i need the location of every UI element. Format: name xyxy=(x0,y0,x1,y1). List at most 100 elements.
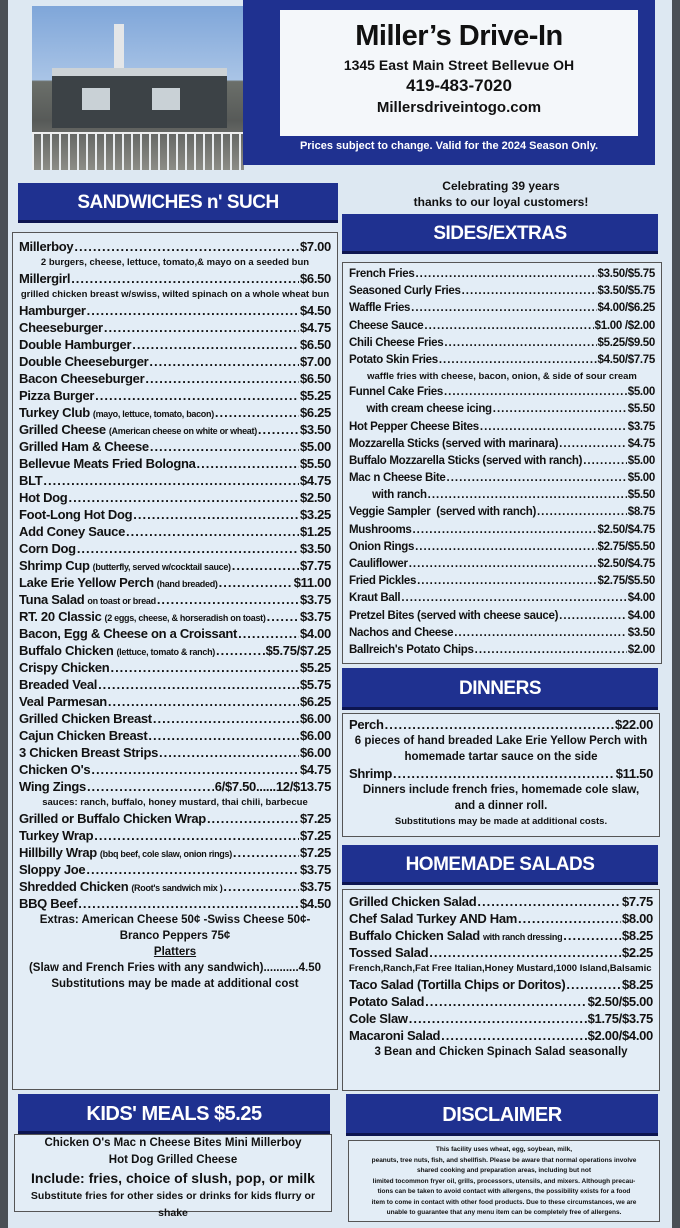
item-name: Shredded Chicken xyxy=(19,879,129,894)
dot-leader xyxy=(477,893,621,910)
dot-leader xyxy=(104,319,299,336)
dot-leader xyxy=(429,944,621,961)
menu-item: Bellevue Meats Fried Bologna $5.50 xyxy=(19,455,331,472)
item-price: $4.00 xyxy=(627,592,656,605)
item-note: (American cheese on white or wheat) xyxy=(108,426,257,436)
dot-leader xyxy=(232,557,299,574)
item-description: sauces: ranch, buffalo, honey mustard, t… xyxy=(42,797,308,808)
dot-leader xyxy=(197,455,299,472)
item-name: Veal Parmesan xyxy=(19,694,107,709)
item-price: $11.50 xyxy=(615,766,654,781)
menu-item: Bacon, Egg & Cheese on a Croissant $4.00 xyxy=(19,625,331,642)
dot-leader xyxy=(71,270,299,287)
menu-item: Grilled Ham & Cheese $5.00 xyxy=(19,438,331,455)
dot-leader xyxy=(424,318,593,335)
item-price: $7.25 xyxy=(299,828,331,843)
dot-leader xyxy=(559,608,627,625)
dot-leader xyxy=(68,489,299,506)
item-price: $3.25 xyxy=(299,507,331,522)
menu-item: Potato Salad $2.50/$5.00 xyxy=(349,993,653,1010)
item-price: $6.50 xyxy=(299,371,331,386)
menu-item: Crispy Chicken $5.25 xyxy=(19,659,331,676)
dot-leader xyxy=(454,625,627,642)
item-price: $5.25/$9.50 xyxy=(597,336,656,349)
item-price: $1.25 xyxy=(299,524,331,539)
item-name: Shrimp Cup xyxy=(19,558,90,573)
item-price: $4.00 xyxy=(299,626,331,641)
item-name: BBQ Beef xyxy=(19,896,78,911)
item-price: $2.75/$5.50 xyxy=(597,540,656,553)
menu-item: Cheese Sauce $1.00 /$2.00 xyxy=(349,318,655,335)
menu-note: (Slaw and French Fries with any sandwich… xyxy=(28,962,322,974)
item-name: Buffalo Chicken Salad xyxy=(349,928,480,943)
item-name: Buffalo Chicken xyxy=(19,643,114,658)
item-name: Ballreich's Potato Chips xyxy=(349,643,474,656)
menu-item: Wing Zings 6/$7.50......12/$13.75 xyxy=(19,778,331,795)
menu-item: Buffalo Chicken Salad with ranch dressing… xyxy=(349,927,653,944)
item-price: $4.50/$7.75 xyxy=(597,353,656,366)
menu-item: Cheeseburger $4.75 xyxy=(19,319,331,336)
item-price: $5.00 xyxy=(627,454,656,467)
item-price: $3.50 xyxy=(299,541,331,556)
item-name: Sloppy Joe xyxy=(19,862,86,877)
item-name: Perch xyxy=(349,717,384,732)
item-note: (butterfly, served w/cocktail sauce) xyxy=(92,562,231,572)
menu-item: Chicken O's $4.75 xyxy=(19,761,331,778)
item-name: Hillbilly Wrap xyxy=(19,845,97,860)
item-name: Fried Pickles xyxy=(349,575,417,588)
dot-leader xyxy=(110,659,299,676)
menu-note: Include: fries, choice of slush, pop, or… xyxy=(31,1170,315,1186)
menu-item: BLT $4.75 xyxy=(19,472,331,489)
item-name: Waffle Fries xyxy=(349,302,411,315)
menu-item: Pretzel Bites (served with cheese sauce)… xyxy=(349,608,655,625)
menu-item: Grilled Chicken Breast $6.00 xyxy=(19,710,331,727)
menu-note: Substitute fries for other sides or drin… xyxy=(30,1190,316,1219)
item-name: Millergirl xyxy=(19,271,71,286)
dot-leader xyxy=(415,539,596,556)
item-name: Mac n Cheese Bite xyxy=(349,472,446,485)
menu-item: Grilled Cheese (American cheese on white … xyxy=(19,421,331,438)
dot-leader xyxy=(98,676,299,693)
menu-item: Cauliflower $2.50/$4.75 xyxy=(349,556,655,573)
menu-item: Ballreich's Potato Chips $2.00 xyxy=(349,642,655,659)
dot-leader xyxy=(415,266,596,283)
item-price: $6.00 xyxy=(299,728,331,743)
item-name: Funnel Cake Fries xyxy=(349,386,443,399)
dot-leader xyxy=(566,976,621,993)
item-price: $7.25 xyxy=(299,811,331,826)
menu-item: Sloppy Joe $3.75 xyxy=(19,861,331,878)
item-description: 2 burgers, cheese, lettuce, tomato,& may… xyxy=(40,257,310,268)
item-description: Substitutions may be made at additional … xyxy=(394,816,608,827)
item-name: Hot Pepper Cheese Bites xyxy=(349,420,479,433)
address: 1345 East Main Street Bellevue OH xyxy=(343,57,575,73)
item-price: $3.75 xyxy=(627,420,656,433)
item-price: $1.00 /$2.00 xyxy=(594,319,656,332)
dot-leader xyxy=(215,404,299,421)
dot-leader xyxy=(385,716,614,733)
celebrate-line: thanks to our loyal customers! xyxy=(413,195,589,209)
dot-leader xyxy=(43,472,299,489)
menu-item: Chef Salad Turkey AND Ham $8.00 xyxy=(349,910,653,927)
menu-item: Taco Salad (Tortilla Chips or Doritos) $8… xyxy=(349,976,653,993)
dot-leader xyxy=(409,1010,587,1027)
menu-item: Corn Dog $3.50 xyxy=(19,540,331,557)
item-name: Foot-Long Hot Dog xyxy=(19,507,133,522)
item-price: $8.25 xyxy=(621,977,653,992)
item-price: $6.00 xyxy=(299,711,331,726)
item-price: $2.75/$5.50 xyxy=(597,575,656,588)
item-price: $5.00 xyxy=(627,386,656,399)
menu-item: Hot Pepper Cheese Bites $3.75 xyxy=(349,419,655,436)
dot-leader xyxy=(563,927,621,944)
dot-leader xyxy=(537,504,627,521)
item-price: $6.25 xyxy=(299,405,331,420)
menu-item: Millergirl $6.50 xyxy=(19,270,331,287)
item-price: $7.75 xyxy=(621,894,653,909)
dot-leader xyxy=(74,238,299,255)
item-price: $5.00 xyxy=(627,472,656,485)
item-price: $3.75 xyxy=(299,592,331,607)
item-name: Chili Cheese Fries xyxy=(349,336,444,349)
dot-leader xyxy=(87,778,214,795)
item-price: $5.25 xyxy=(299,388,331,403)
dot-leader xyxy=(559,436,627,453)
item-name: Chicken O's xyxy=(19,762,91,777)
